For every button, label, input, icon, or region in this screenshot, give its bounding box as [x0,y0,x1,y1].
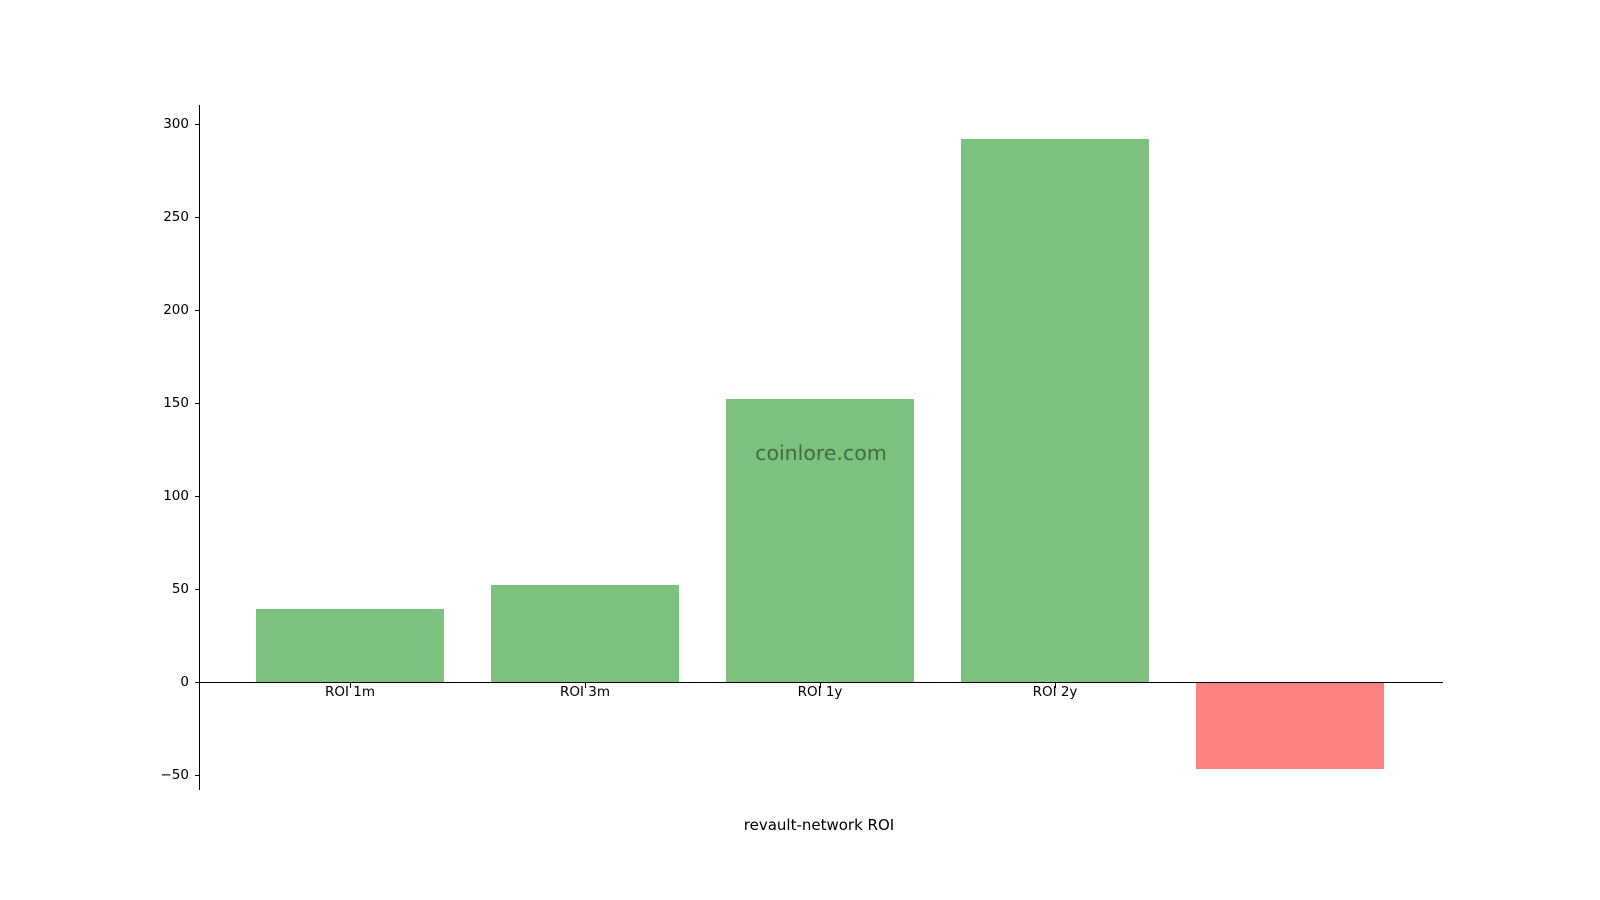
x-tick-label: ROI 1m [324,684,376,700]
bar-roi-2y [961,138,1149,682]
y-tick-mark [195,495,200,497]
chart-title: revault-network ROI [743,816,895,834]
y-tick-label: 100 [163,488,189,504]
x-tick-mark [1054,683,1056,688]
y-tick-label: 300 [163,116,189,132]
bar-negative [1196,683,1384,769]
x-tick-mark [819,683,821,688]
y-tick-label: 150 [163,395,189,411]
x-tick-label: ROI 3m [559,684,611,700]
y-tick-label: 250 [163,209,189,225]
watermark-text: coinlore.com [755,441,887,465]
x-tick-mark [584,683,586,688]
y-axis-line [199,105,201,790]
y-tick-label: −50 [160,767,190,783]
x-axis-line [200,681,1443,683]
x-tick-label: ROI 1y [797,684,843,700]
y-tick-label: 0 [180,674,189,690]
y-tick-mark [195,774,200,776]
x-tick-mark [349,683,351,688]
y-tick-mark [195,402,200,404]
bar-roi-1m [256,609,444,682]
bar-roi-3m [491,585,679,682]
y-tick-mark [195,309,200,311]
x-tick-label: ROI 2y [1032,684,1078,700]
y-tick-mark [195,588,200,590]
y-tick-mark [195,681,200,683]
bar-roi-1y [726,399,914,682]
y-tick-label: 200 [163,302,189,318]
y-tick-mark [195,123,200,125]
y-tick-mark [195,216,200,218]
y-tick-label: 50 [171,581,189,597]
